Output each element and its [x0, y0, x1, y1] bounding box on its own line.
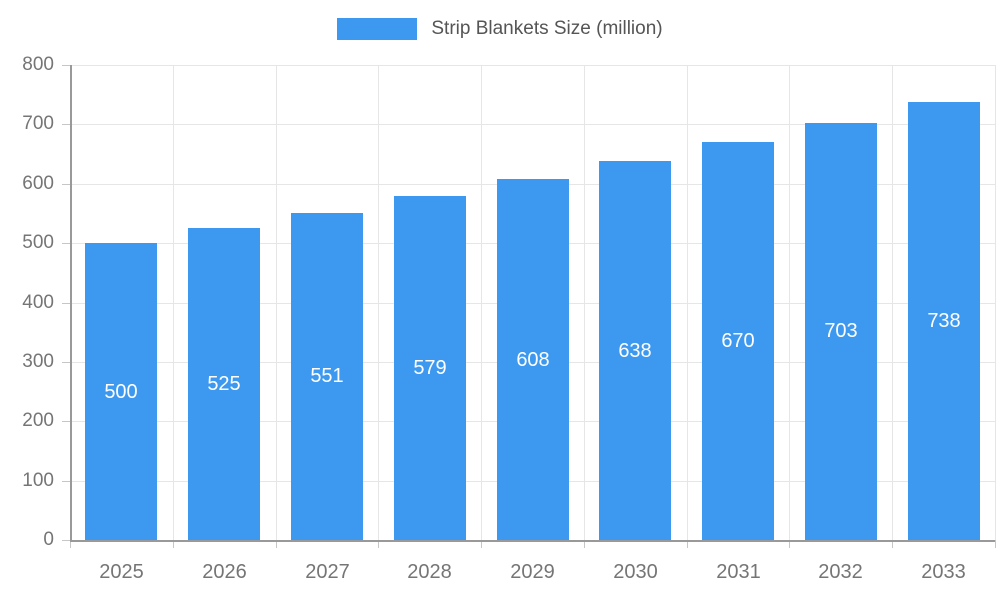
y-tick-mark	[62, 421, 70, 422]
y-tick-mark	[62, 65, 70, 66]
y-tick-mark	[62, 124, 70, 125]
x-tick-mark	[687, 540, 688, 548]
x-gridline	[173, 65, 174, 540]
y-tick-mark	[62, 481, 70, 482]
y-tick-mark	[62, 303, 70, 304]
y-tick-label: 600	[22, 173, 54, 194]
x-tick-label: 2032	[818, 561, 863, 583]
y-gridline	[70, 124, 995, 125]
x-gridline	[276, 65, 277, 540]
bar-value-label: 579	[413, 357, 447, 379]
bar-value-label: 608	[516, 349, 550, 371]
x-tick-label: 2026	[202, 561, 247, 583]
x-tick-mark	[378, 540, 379, 548]
y-tick-label: 700	[22, 113, 54, 134]
x-tick-mark	[892, 540, 893, 548]
x-tick-label: 2025	[99, 561, 144, 583]
bar[interactable]	[908, 102, 980, 540]
bar[interactable]	[805, 123, 877, 540]
bar[interactable]	[85, 243, 157, 540]
x-tick-mark	[481, 540, 482, 548]
x-tick-label: 2029	[510, 561, 555, 583]
bar-value-label: 670	[721, 330, 755, 352]
y-tick-label: 0	[43, 529, 54, 550]
x-gridline	[995, 65, 996, 540]
bar-value-label: 638	[618, 340, 652, 362]
x-tick-label: 2031	[716, 561, 761, 583]
bar[interactable]	[188, 228, 260, 540]
y-tick-label: 800	[22, 54, 54, 75]
legend-label: Strip Blankets Size (million)	[431, 18, 663, 39]
x-tick-label: 2028	[407, 561, 452, 583]
x-gridline	[584, 65, 585, 540]
x-tick-mark	[995, 540, 996, 548]
x-gridline	[378, 65, 379, 540]
x-tick-mark	[70, 540, 71, 548]
y-axis-line	[70, 65, 72, 540]
bar-value-label: 500	[104, 381, 138, 403]
bar[interactable]	[497, 179, 569, 540]
bar[interactable]	[599, 161, 671, 540]
x-axis-line	[70, 540, 995, 542]
bar-value-label: 525	[207, 373, 241, 395]
bar[interactable]	[394, 196, 466, 540]
x-tick-label: 2030	[613, 561, 658, 583]
chart-legend[interactable]: Strip Blankets Size (million)	[0, 14, 1000, 44]
x-gridline	[687, 65, 688, 540]
y-tick-label: 500	[22, 232, 54, 253]
y-tick-label: 300	[22, 351, 54, 372]
legend-swatch	[337, 18, 418, 40]
y-tick-label: 400	[22, 292, 54, 313]
y-tick-mark	[62, 243, 70, 244]
y-tick-label: 100	[22, 470, 54, 491]
x-gridline	[481, 65, 482, 540]
x-tick-mark	[789, 540, 790, 548]
bar[interactable]	[702, 142, 774, 540]
x-gridline	[892, 65, 893, 540]
y-gridline	[70, 65, 995, 66]
x-tick-label: 2033	[921, 561, 966, 583]
x-tick-label: 2027	[305, 561, 350, 583]
x-tick-mark	[173, 540, 174, 548]
bar-value-label: 551	[310, 365, 344, 387]
y-tick-label: 200	[22, 410, 54, 431]
bar[interactable]	[291, 213, 363, 540]
y-tick-mark	[62, 184, 70, 185]
x-tick-mark	[584, 540, 585, 548]
x-gridline	[789, 65, 790, 540]
bar-value-label: 738	[927, 310, 961, 332]
bar-value-label: 703	[824, 320, 858, 342]
x-tick-mark	[276, 540, 277, 548]
y-tick-mark	[62, 362, 70, 363]
y-tick-mark	[62, 540, 70, 541]
